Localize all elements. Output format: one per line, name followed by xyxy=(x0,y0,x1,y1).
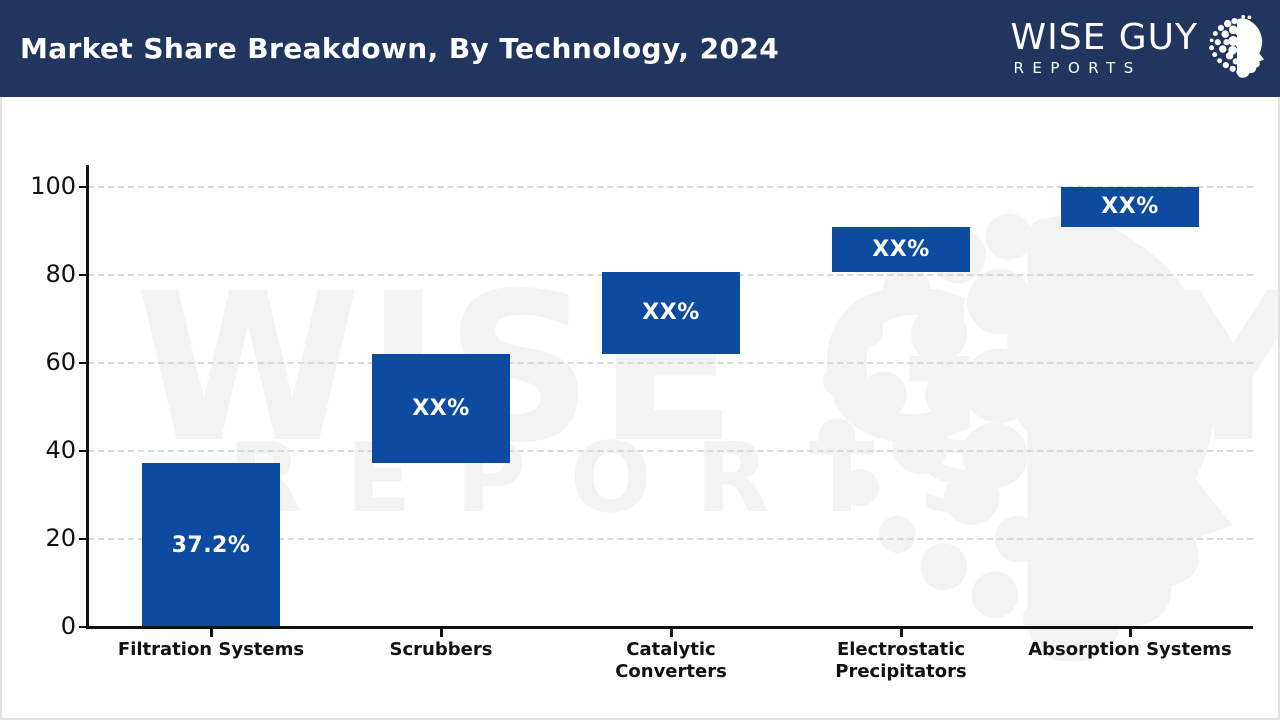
x-axis-spine xyxy=(86,626,1253,629)
bottom-frame-edge xyxy=(0,718,1280,720)
logo-text: WISE GUY REPORTS xyxy=(1010,17,1199,78)
x-category-label: Absorption Systems xyxy=(1028,639,1232,660)
gridline-40 xyxy=(88,449,1253,452)
wiseguy-face-icon xyxy=(1206,10,1268,88)
gridline-100 xyxy=(88,185,1253,188)
page-title: Market Share Breakdown, By Technology, 2… xyxy=(20,32,780,65)
y-axis-tick-mark xyxy=(79,273,88,276)
bar-value-label: XX% xyxy=(642,300,700,326)
y-axis-tick-label: 60 xyxy=(45,347,76,376)
y-axis-tick-mark xyxy=(79,626,88,628)
x-axis-tick-mark xyxy=(210,629,213,637)
y-axis-tick-mark xyxy=(79,449,88,452)
x-category-label: Catalytic Converters xyxy=(615,639,727,682)
gridline-60 xyxy=(88,361,1253,364)
bar-value-label: XX% xyxy=(412,395,470,421)
bar-filtration-systems: 37.2% xyxy=(142,463,280,627)
bar-value-label: XX% xyxy=(1101,194,1159,220)
x-category-label: Electrostatic Precipitators xyxy=(835,639,967,682)
y-axis-tick-label: 0 xyxy=(60,612,76,640)
logo-subtitle: REPORTS xyxy=(1013,59,1142,77)
bar-catalytic-converters: XX% xyxy=(602,271,740,354)
bar-absorption-systems: XX% xyxy=(1061,186,1199,228)
wise-guy-reports-logo: WISE GUY REPORTS xyxy=(1011,10,1280,88)
bar-value-label: XX% xyxy=(872,236,930,262)
x-axis-tick-mark xyxy=(900,629,903,637)
y-axis-tick-label: 80 xyxy=(45,259,76,288)
y-axis-tick-mark xyxy=(79,537,88,540)
bar-scrubbers: XX% xyxy=(372,353,510,464)
x-category-label: Scrubbers xyxy=(389,639,493,660)
x-axis-tick-mark xyxy=(670,629,673,637)
bar-value-label: 37.2% xyxy=(171,532,251,558)
right-frame-edge xyxy=(1278,97,1280,720)
y-axis-tick-label: 100 xyxy=(30,171,76,200)
y-axis-tick-mark xyxy=(79,185,88,188)
y-axis-tick-label: 40 xyxy=(45,435,76,464)
y-axis-tick-mark xyxy=(79,361,88,364)
x-category-label: Filtration Systems xyxy=(117,639,305,660)
x-axis-tick-mark xyxy=(1129,629,1132,637)
logo-wordmark: WISE GUY xyxy=(1010,17,1198,58)
bar-electrostatic-precipitators: XX% xyxy=(832,227,970,272)
header-bar: Market Share Breakdown, By Technology, 2… xyxy=(0,0,1280,97)
left-frame-edge xyxy=(0,97,2,720)
y-axis-tick-label: 20 xyxy=(45,523,76,552)
y-axis-spine xyxy=(86,165,89,629)
gridline-20 xyxy=(88,537,1253,540)
x-axis-tick-mark xyxy=(440,629,443,637)
